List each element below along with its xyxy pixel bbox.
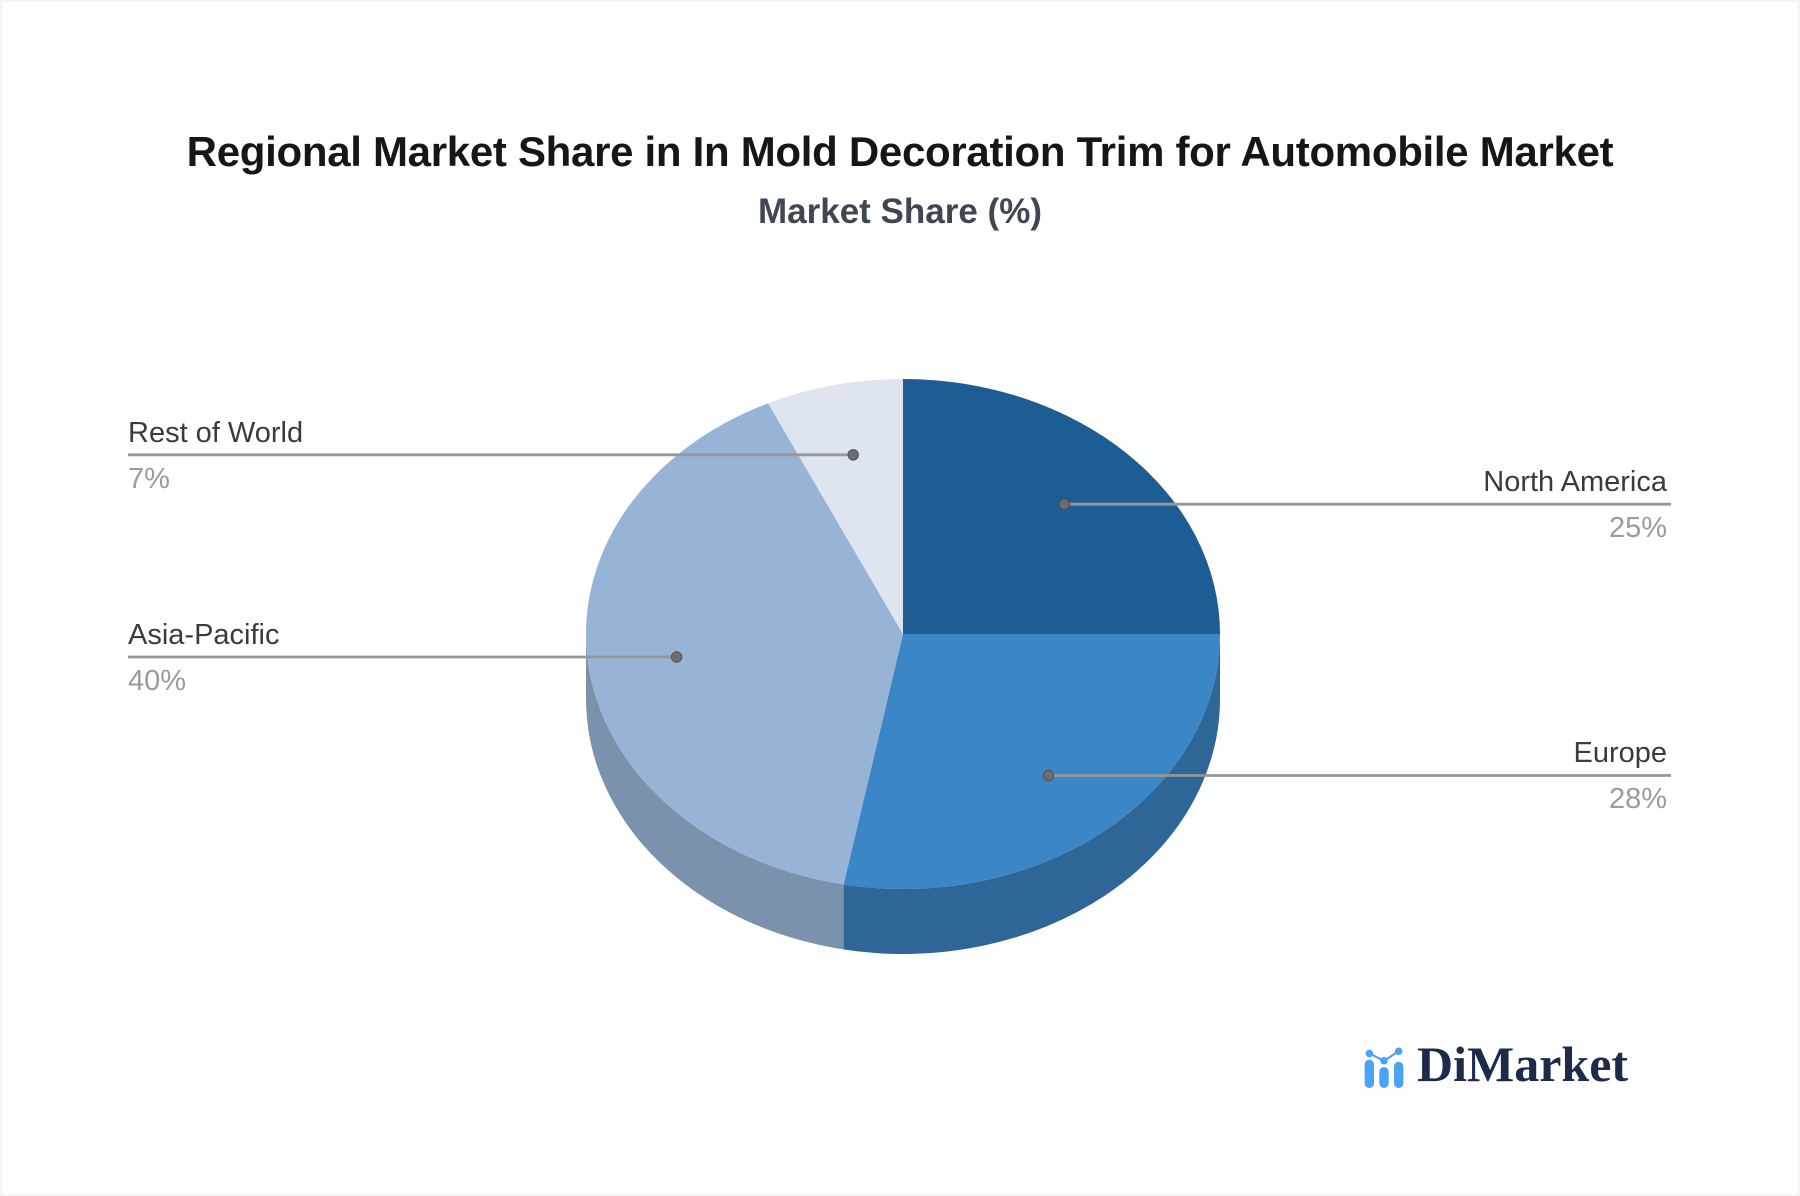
slice-value-north-america: 25% xyxy=(1608,512,1667,545)
chart-title: Regional Market Share in In Mold Decorat… xyxy=(186,128,1614,175)
slice-label-rest-of-world: Rest of World xyxy=(128,416,304,449)
pie-slice-side-europe xyxy=(843,634,1220,954)
pie-slice-rest-of-world xyxy=(768,379,903,634)
leader-dot-rest-of-world xyxy=(847,449,859,461)
label-group-asia-pacific: Asia-Pacific 40% xyxy=(128,616,688,700)
logo-dot-1 xyxy=(1365,1049,1374,1058)
slice-label-europe: Europe xyxy=(1573,737,1667,770)
leader-dot-north-america xyxy=(1058,498,1071,510)
label-group-europe: Europe 28% xyxy=(1107,734,1667,818)
pie-slice-asia-pacific xyxy=(586,403,903,885)
logo-dot-2 xyxy=(1380,1056,1388,1065)
slice-value-rest-of-world: 7% xyxy=(128,462,170,495)
brand-name: DiMarket xyxy=(1417,1036,1629,1092)
brand-logo: DiMarket xyxy=(1364,1036,1629,1092)
chart-subtitle: Market Share (%) xyxy=(758,192,1042,231)
label-group-rest-of-world: Rest of World 7% xyxy=(128,414,688,498)
logo-dot-3 xyxy=(1394,1047,1403,1056)
logo-bar-2 xyxy=(1379,1067,1389,1088)
logo-bar-3 xyxy=(1393,1061,1404,1088)
pie-slice-side-asia-pacific xyxy=(586,634,844,950)
slice-label-asia-pacific: Asia-Pacific xyxy=(128,619,280,651)
logo-bar-1 xyxy=(1364,1059,1375,1088)
label-group-north-america: North America 25% xyxy=(1107,463,1667,547)
pie-slice-europe xyxy=(843,634,1220,889)
leader-dot-asia-pacific xyxy=(670,651,683,663)
slice-value-asia-pacific: 40% xyxy=(128,665,187,697)
slice-value-europe: 28% xyxy=(1608,783,1667,816)
leader-dot-europe xyxy=(1042,769,1055,782)
slice-label-north-america: North America xyxy=(1483,466,1667,499)
bar-chart-logo-icon xyxy=(1364,1047,1404,1088)
